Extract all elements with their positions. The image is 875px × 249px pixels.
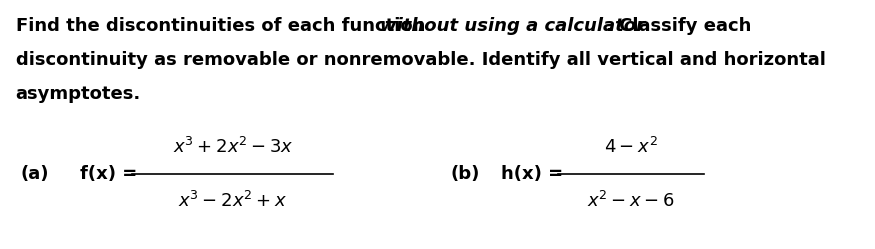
Text: . Classify each: . Classify each	[606, 17, 751, 35]
Text: asymptotes.: asymptotes.	[16, 85, 141, 103]
Text: without using a calculator: without using a calculator	[380, 17, 645, 35]
Text: $x^2-x-6$: $x^2-x-6$	[587, 191, 675, 211]
Text: Find the discontinuities of each function: Find the discontinuities of each functio…	[16, 17, 431, 35]
Text: (b): (b)	[451, 165, 480, 183]
Text: (a): (a)	[20, 165, 49, 183]
Text: f(x) =: f(x) =	[80, 165, 136, 183]
Text: $4-x^2$: $4-x^2$	[604, 137, 658, 157]
Text: $x^3-2x^2+x$: $x^3-2x^2+x$	[178, 191, 287, 211]
Text: $x^3+2x^2-3x$: $x^3+2x^2-3x$	[172, 137, 293, 157]
Text: h(x) =: h(x) =	[501, 165, 564, 183]
Text: discontinuity as removable or nonremovable. Identify all vertical and horizontal: discontinuity as removable or nonremovab…	[16, 51, 826, 69]
